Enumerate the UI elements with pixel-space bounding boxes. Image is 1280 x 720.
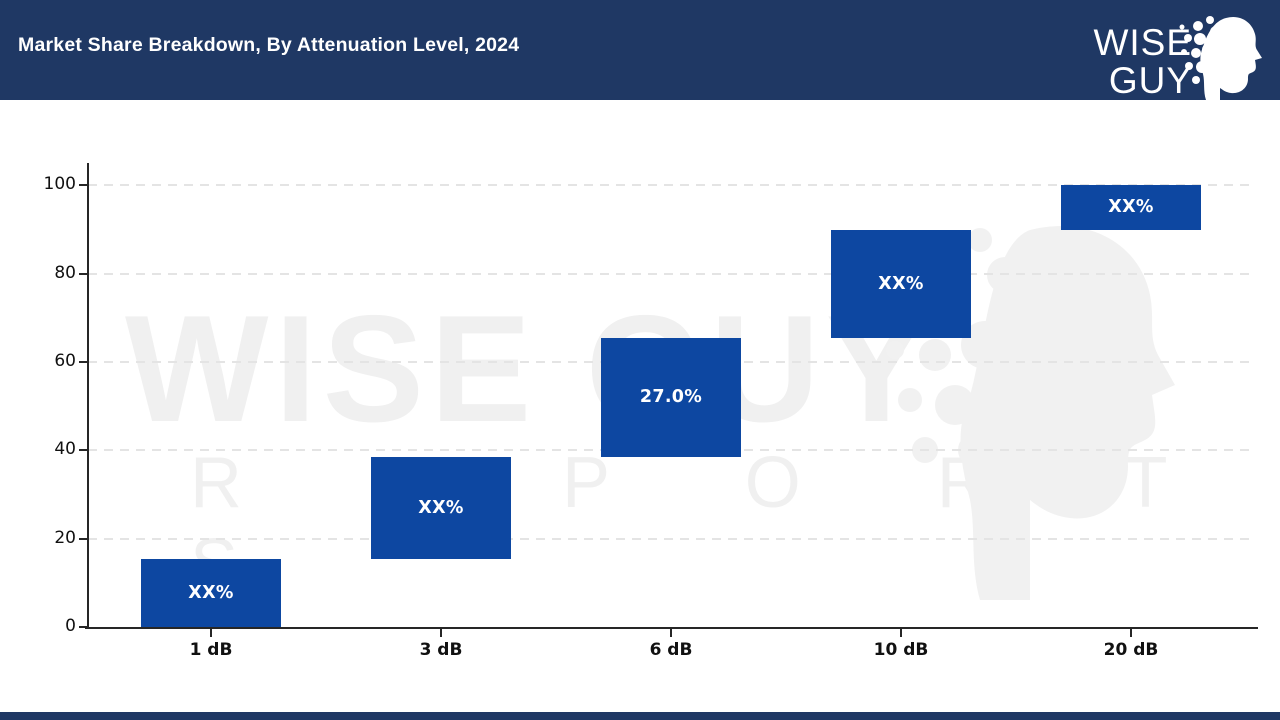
- x-tick-label-20db: 20 dB: [1103, 640, 1159, 660]
- y-tick-label-40: 40: [54, 439, 76, 460]
- y-tick-80: [79, 272, 87, 275]
- wiseguy-reports-logo: WISE GUY R E P O R T S: [1020, 6, 1270, 132]
- x-axis-line: [85, 627, 1258, 629]
- x-tick-6db: [670, 629, 672, 637]
- plot-area: 0 20 40 60 80 100 XX% 1 dB XX% 3 dB 27.0% 6 dB XX% 10…: [0, 100, 1280, 712]
- bar-label-3db: XX%: [418, 497, 464, 518]
- y-tick-label-80: 80: [54, 262, 76, 283]
- logo-reports-text: R E P O R T S: [1026, 102, 1190, 132]
- x-tick-1db: [210, 629, 212, 637]
- bar-label-10db: XX%: [878, 273, 924, 294]
- bar-6db: 27.0%: [601, 337, 741, 457]
- wiseguy-head-icon: [1179, 16, 1262, 100]
- footer-band: [0, 712, 1280, 720]
- bar-label-20db: XX%: [1108, 197, 1154, 218]
- y-tick-60: [79, 361, 87, 364]
- bar-1db: XX%: [141, 558, 281, 627]
- y-tick-100: [79, 184, 87, 187]
- bar-10db: XX%: [831, 229, 971, 338]
- y-tick-label-60: 60: [54, 351, 76, 372]
- x-tick-label-10db: 10 dB: [873, 640, 929, 660]
- y-tick-0: [79, 626, 87, 628]
- x-tick-3db: [440, 629, 442, 637]
- y-tick-40: [79, 449, 87, 452]
- chart-title: Market Share Breakdown, By Attenuation L…: [18, 34, 520, 56]
- gridline-80: [88, 272, 1256, 275]
- x-tick-label-3db: 3 dB: [419, 640, 463, 660]
- bar-label-6db: 27.0%: [639, 387, 703, 408]
- y-axis-line: [87, 163, 89, 629]
- y-tick-label-100: 100: [43, 174, 76, 195]
- header-band: Market Share Breakdown, By Attenuation L…: [0, 0, 1280, 132]
- x-tick-20db: [1130, 629, 1132, 637]
- y-tick-label-0: 0: [65, 616, 76, 636]
- gridline-100: [88, 184, 1256, 187]
- logo-wiseguy-text: WISE GUY: [1093, 22, 1192, 101]
- x-tick-10db: [900, 629, 902, 637]
- bar-20db: XX%: [1061, 185, 1201, 230]
- logo-text: WISE GUY R E P O R T S: [1020, 22, 1192, 133]
- watermark-wiseguy-text: WISE GUY: [125, 284, 934, 454]
- bar-3db: XX%: [371, 456, 511, 559]
- y-tick-20: [79, 537, 87, 540]
- gridline-20: [88, 537, 1256, 540]
- x-tick-label-1db: 1 dB: [189, 640, 233, 660]
- bar-label-1db: XX%: [188, 582, 234, 603]
- y-tick-label-20: 20: [54, 527, 76, 548]
- x-tick-label-6db: 6 dB: [649, 640, 693, 660]
